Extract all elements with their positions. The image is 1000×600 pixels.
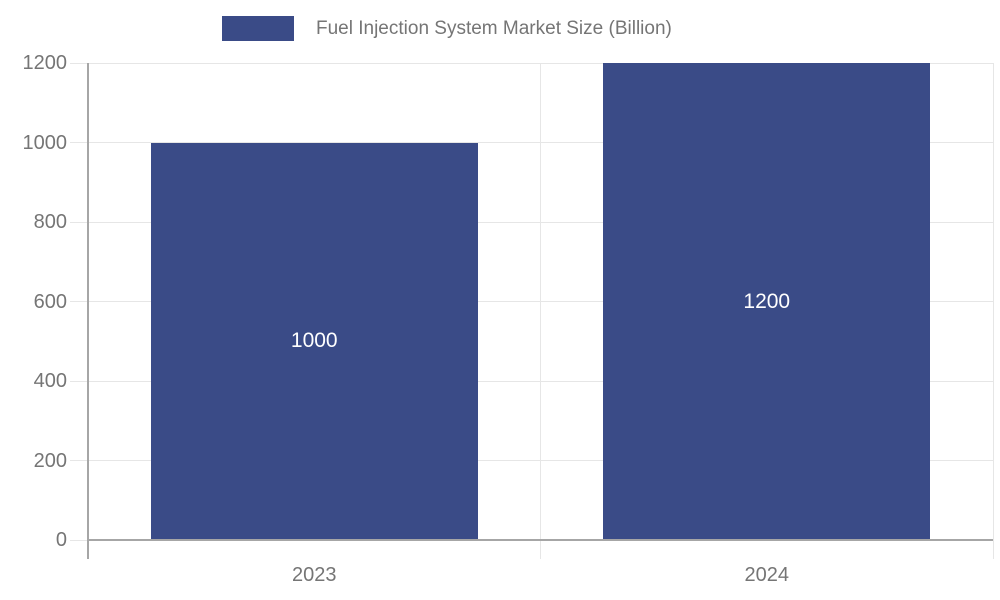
bar[interactable] <box>150 142 478 540</box>
x-tick-label: 2023 <box>292 564 337 586</box>
x-gridline <box>540 63 541 540</box>
x-gridline <box>992 63 994 540</box>
x-tick <box>540 540 541 559</box>
bar-value-label: 1200 <box>743 289 791 313</box>
y-tick <box>70 301 88 302</box>
y-tick <box>70 380 88 382</box>
y-tick <box>70 142 88 143</box>
legend-item[interactable]: Fuel Injection System Market Size (Billi… <box>222 16 672 41</box>
x-tick <box>992 540 994 559</box>
y-axis-line <box>87 63 89 559</box>
y-tick-label: 0 <box>55 529 67 551</box>
legend-swatch <box>222 16 294 41</box>
y-tick-label: 600 <box>33 290 67 313</box>
y-tick-label: 400 <box>33 370 67 392</box>
y-tick-label: 200 <box>33 449 67 472</box>
y-tick <box>70 221 88 223</box>
legend-label: Fuel Injection System Market Size (Billi… <box>316 18 672 39</box>
y-tick <box>70 539 88 541</box>
bar[interactable] <box>603 63 931 540</box>
y-tick <box>70 460 88 461</box>
y-tick-label: 1000 <box>22 131 68 154</box>
bar-value-label: 1000 <box>290 329 338 353</box>
y-tick-label: 800 <box>33 211 67 233</box>
y-tick-label: 1200 <box>22 52 68 74</box>
x-tick-label: 2024 <box>744 564 790 586</box>
y-tick <box>70 62 88 64</box>
x-axis-line <box>88 539 993 541</box>
